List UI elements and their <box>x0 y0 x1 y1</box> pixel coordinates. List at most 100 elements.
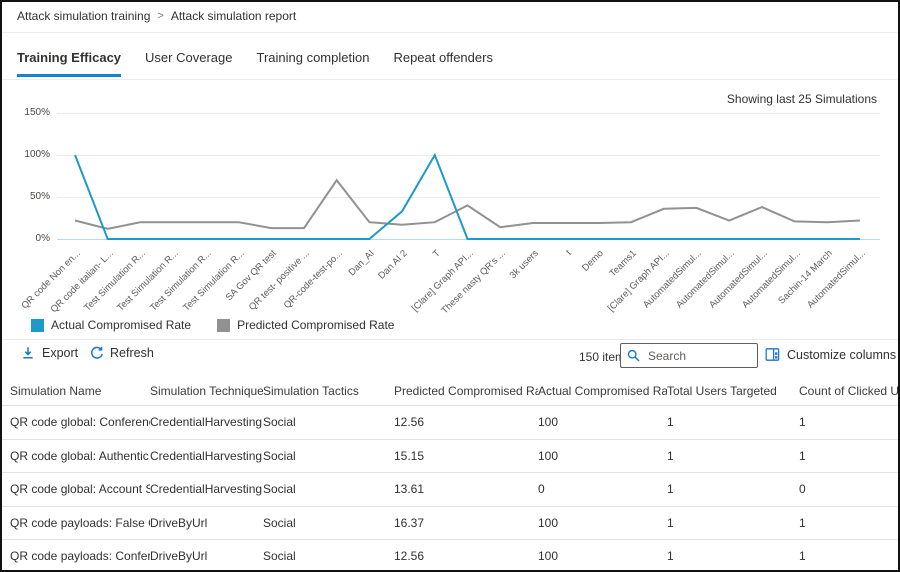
series-line-actual-compromised-rate <box>74 152 860 240</box>
breadcrumb-attack-simulation-report[interactable]: Attack simulation report <box>170 9 297 23</box>
table-cell: CredentialHarvesting <box>150 448 263 463</box>
series-line-predicted-compromised-rate <box>74 178 861 230</box>
breadcrumb-divider <box>2 32 898 33</box>
customize-columns-label: Customize columns <box>787 347 897 362</box>
gridline <box>57 197 880 198</box>
gridline <box>57 239 880 240</box>
refresh-label: Refresh <box>110 346 154 360</box>
column-header-simulation-technique[interactable]: Simulation Technique <box>150 383 263 398</box>
tab-training-completion[interactable]: Training completion <box>256 50 370 65</box>
table-cell: 1 <box>799 448 806 463</box>
y-axis-tick-label: 50% <box>29 191 50 202</box>
breadcrumb-attack-simulation-training[interactable]: Attack simulation training <box>17 9 151 23</box>
table-cell: 1 <box>799 515 806 530</box>
export-label: Export <box>42 346 79 360</box>
x-axis-label: [Clare] Graph API... <box>409 248 476 315</box>
gridline <box>57 155 880 156</box>
table-row[interactable]: QR code global: Account S... CredentialHa… <box>2 473 898 507</box>
tabs-divider <box>2 79 898 80</box>
refresh-icon <box>89 346 103 360</box>
simulations-table: QR code global: Conferenc... CredentialHa… <box>2 406 898 570</box>
table-cell: QR code payloads: Confere... <box>10 549 150 564</box>
export-button[interactable]: Export <box>21 346 78 360</box>
search-icon <box>627 349 640 362</box>
column-header-total-users-targeted[interactable]: Total Users Targeted <box>667 383 777 398</box>
items-count: 150 items <box>579 350 632 364</box>
table-cell: QR code payloads: False Ch... <box>10 515 150 530</box>
x-axis-label: T <box>430 248 443 260</box>
column-header-predicted-compromised-rate[interactable]: Predicted Compromised Rate <box>394 383 538 398</box>
table-cell: 16.37 <box>394 515 425 530</box>
table-row[interactable]: QR code global: Conferenc... CredentialHa… <box>2 406 898 440</box>
table-cell: Social <box>263 448 296 463</box>
table-cell: 1 <box>667 482 674 497</box>
legend-item-predicted-compromised-rate: Predicted Compromised Rate <box>217 318 394 332</box>
table-cell: QR code global: Conferenc... <box>10 415 150 430</box>
table-cell: Social <box>263 482 296 497</box>
chart-legend: Actual Compromised Rate Predicted Comprom… <box>31 318 394 332</box>
table-cell: 100 <box>538 515 559 530</box>
table-cell: 15.15 <box>394 448 425 463</box>
customize-columns-icon <box>765 347 780 362</box>
legend-label: Actual Compromised Rate <box>51 318 192 332</box>
table-cell: 12.56 <box>394 549 425 564</box>
table-cell: CredentialHarvesting <box>150 415 263 430</box>
x-axis-label: QR test- positive ... <box>246 248 312 313</box>
y-axis-tick-label: 0% <box>35 233 50 244</box>
table-cell: 1 <box>799 549 806 564</box>
legend-swatch-icon <box>31 318 44 332</box>
x-axis-label: SA Gov QR test <box>223 248 280 304</box>
table-cell: 1 <box>667 415 674 430</box>
table-cell: Social <box>263 549 296 564</box>
table-cell: 12.56 <box>394 415 425 430</box>
tab-training-efficacy[interactable]: Training Efficacy <box>17 50 122 77</box>
column-header-actual-compromised-rate[interactable]: Actual Compromised Rate <box>538 383 667 398</box>
column-header-count-of-clicked-users[interactable]: Count of Clicked Users <box>799 383 898 398</box>
tab-repeat-offenders[interactable]: Repeat offenders <box>393 50 493 65</box>
report-tabs: Training Efficacy User Coverage Training… <box>17 50 493 77</box>
table-cell: 0 <box>538 482 545 497</box>
tab-user-coverage[interactable]: User Coverage <box>145 50 233 65</box>
column-header-simulation-tactics[interactable]: Simulation Tactics <box>263 383 359 398</box>
x-axis-label: QR-code-test-po... <box>281 248 345 312</box>
y-axis-tick-label: 100% <box>24 149 50 160</box>
legend-swatch-icon <box>217 318 231 332</box>
refresh-button[interactable]: Refresh <box>89 346 154 360</box>
column-header-simulation-name[interactable]: Simulation Name <box>10 383 102 398</box>
x-axis-label: Dan AI 2 <box>376 248 410 282</box>
legend-item-actual-compromised-rate: Actual Compromised Rate <box>31 318 191 332</box>
search-input[interactable] <box>646 347 751 364</box>
table-cell: 1 <box>667 448 674 463</box>
table-cell: QR code global: Account S... <box>10 482 150 497</box>
customize-columns-button[interactable]: Customize columns <box>765 347 896 362</box>
table-cell: Social <box>263 415 296 430</box>
table-cell: CredentialHarvesting <box>150 482 263 497</box>
table-cell: DriveByUrl <box>150 549 208 564</box>
table-cell: 1 <box>799 415 806 430</box>
table-cell: DriveByUrl <box>150 515 208 530</box>
table-cell: 1 <box>667 549 674 564</box>
breadcrumb: Attack simulation training > Attack simu… <box>17 9 296 23</box>
x-axis-label: t <box>563 248 574 258</box>
gridline <box>57 113 880 114</box>
table-row[interactable]: QR code payloads: Confere...DriveByUrl So… <box>2 540 898 570</box>
table-cell: Social <box>263 515 296 530</box>
table-row[interactable]: QR code payloads: False Ch...DriveByUrl S… <box>2 507 898 540</box>
legend-divider <box>2 339 898 340</box>
table-cell: 100 <box>538 448 559 463</box>
table-cell: 13.61 <box>394 482 425 497</box>
search-box[interactable] <box>620 343 758 368</box>
table-cell: QR code global: Authentic... <box>10 448 150 463</box>
table-row[interactable]: QR code global: Authentic... CredentialHa… <box>2 440 898 473</box>
legend-label: Predicted Compromised Rate <box>237 318 395 332</box>
table-cell: 0 <box>799 482 806 497</box>
y-axis-tick-label: 150% <box>24 107 50 118</box>
table-cell: 1 <box>667 515 674 530</box>
table-cell: 100 <box>538 549 559 564</box>
x-axis-label: Dan_AI <box>346 248 378 279</box>
x-axis-label: 3k users <box>507 248 541 282</box>
table-cell: 100 <box>538 415 559 430</box>
breadcrumb-separator-icon: > <box>157 10 164 22</box>
table-header-row: Simulation Name Simulation Technique Simul… <box>2 376 898 406</box>
